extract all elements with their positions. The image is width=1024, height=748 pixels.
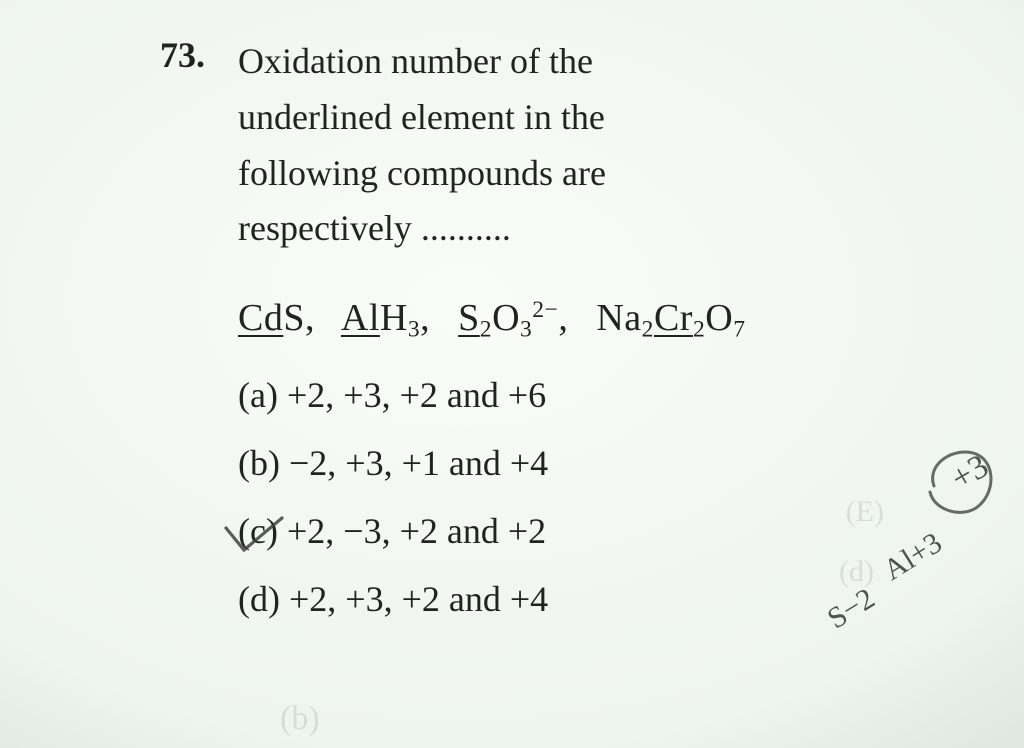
handwriting-al3: Al+3 <box>878 526 949 588</box>
option-a: (a) +2, +3, +2 and +6 <box>238 374 548 416</box>
handwriting-circle-icon <box>916 440 1000 524</box>
option-c: (c) +2, −3, +2 and +2 <box>238 510 548 552</box>
compound-na2cr2o7: Na2Cr2O7 <box>596 297 745 339</box>
handwriting-s2: S−2 <box>822 582 881 637</box>
option-d: (d) +2, +3, +2 and +4 <box>238 578 548 620</box>
stem-line: Oxidation number of the <box>238 41 593 81</box>
bleed-artifact: (d) <box>839 555 874 589</box>
handwriting-plus3: +3 <box>945 447 995 498</box>
option-label: (d) <box>238 579 280 619</box>
option-text: +2, +3, +2 and +4 <box>289 579 548 619</box>
compound-row: CdS, AlH3, S2O32−, Na2Cr2O7 <box>238 296 745 340</box>
bleed-artifact: (E) <box>846 495 884 529</box>
stem-line: underlined element in the <box>238 97 605 137</box>
stem-line: following compounds are <box>238 153 606 193</box>
compound-alh3: AlH3 <box>341 297 420 339</box>
option-text: +2, −3, +2 and +2 <box>287 511 546 551</box>
question-stem: Oxidation number of the underlined eleme… <box>238 34 958 257</box>
option-text: −2, +3, +1 and +4 <box>289 443 548 483</box>
compound-cds: CdS <box>238 297 305 339</box>
bleed-artifact: (b) <box>280 700 320 738</box>
option-label: (b) <box>238 443 280 483</box>
options-block: (a) +2, +3, +2 and +6 (b) −2, +3, +1 and… <box>238 374 548 646</box>
question-number: 73. <box>160 34 205 76</box>
compound-s2o3: S2O32− <box>458 297 558 339</box>
option-b: (b) −2, +3, +1 and +4 <box>238 442 548 484</box>
stem-line: respectively .......... <box>238 208 511 248</box>
option-label: (a) <box>238 375 278 415</box>
option-text: +2, +3, +2 and +6 <box>287 375 546 415</box>
option-label: (c) <box>238 511 278 551</box>
